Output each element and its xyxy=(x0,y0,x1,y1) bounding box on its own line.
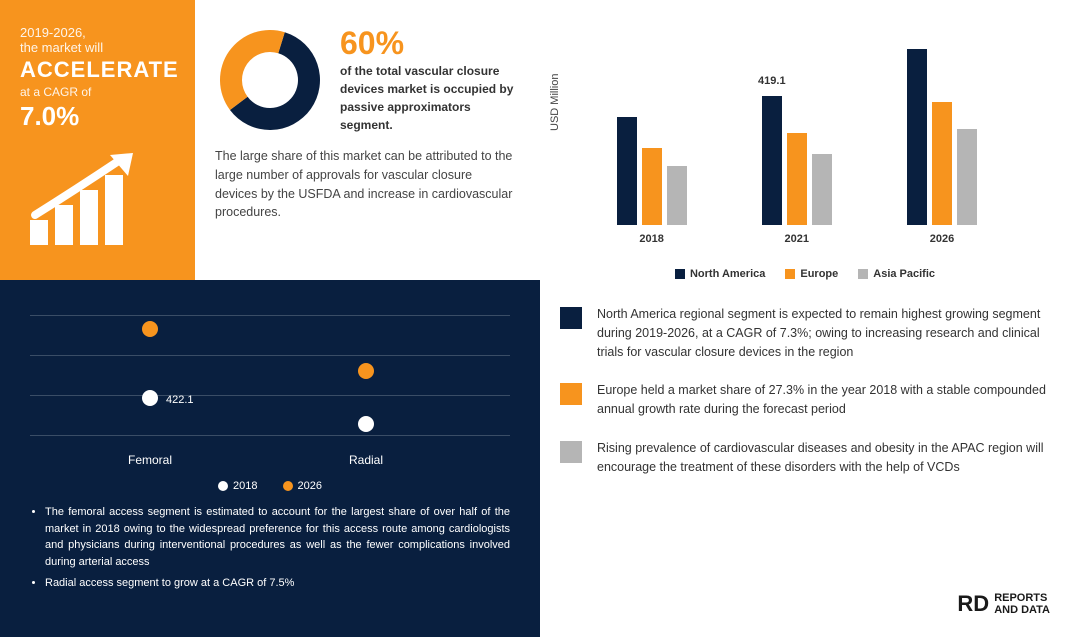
bar xyxy=(667,166,687,225)
dumbbell-point xyxy=(142,321,158,337)
bar xyxy=(907,49,927,225)
bar xyxy=(932,102,952,225)
logo-icon: RD xyxy=(957,591,989,617)
left-column: 2019-2026, the market will ACCELERATE at… xyxy=(0,0,540,637)
logo-line2: AND DATA xyxy=(994,604,1050,616)
bullet-item: The femoral access segment is estimated … xyxy=(45,504,510,570)
logo-line1: REPORTS xyxy=(994,592,1050,604)
legend-item: North America xyxy=(675,268,765,280)
legend-item: Asia Pacific xyxy=(858,268,935,280)
bullet-item: Radial access segment to grow at a CAGR … xyxy=(45,575,510,592)
region-note: Rising prevalence of cardiovascular dise… xyxy=(560,439,1050,477)
region-text: Rising prevalence of cardiovascular dise… xyxy=(597,439,1050,477)
donut-percent: 60% xyxy=(340,25,515,62)
donut-segment xyxy=(220,30,285,110)
cagr-value: 7.0% xyxy=(20,101,175,132)
bar-chart-panel: USD Million 419.1 201820212026 North Ame… xyxy=(560,30,1050,280)
logo: RD REPORTS AND DATA xyxy=(957,591,1050,617)
legend-item: 2018 xyxy=(218,480,257,492)
donut-description: of the total vascular closure devices ma… xyxy=(340,62,515,134)
region-note: North America regional segment is expect… xyxy=(560,305,1050,361)
bar-xlabel: 2026 xyxy=(930,233,954,245)
cagr-box: 2019-2026, the market will ACCELERATE at… xyxy=(0,0,195,280)
dumbbell-chart: 422.1 Femoral Radial xyxy=(30,300,510,475)
bar-chart: 419.1 xyxy=(590,40,1030,225)
region-notes: North America regional segment is expect… xyxy=(560,305,1050,476)
bar xyxy=(642,148,662,225)
region-text: Europe held a market share of 27.3% in t… xyxy=(597,381,1050,419)
bar-value-label: 419.1 xyxy=(758,75,786,87)
bar xyxy=(787,133,807,226)
donut-paragraph: The large share of this market can be at… xyxy=(215,147,515,222)
region-swatch xyxy=(560,383,582,405)
cagr-line4: at a CAGR of xyxy=(20,85,175,99)
dumbbell-point xyxy=(142,390,158,406)
bar xyxy=(957,129,977,225)
dumbbell-value-label: 422.1 xyxy=(166,394,194,406)
cagr-period: 2019-2026, xyxy=(20,25,175,40)
cagr-accelerate: ACCELERATE xyxy=(20,57,175,83)
bar-xlabel: 2018 xyxy=(639,233,663,245)
bar xyxy=(762,96,782,225)
growth-chart-icon xyxy=(25,150,155,255)
dumbbell-bullets: The femoral access segment is estimated … xyxy=(30,504,510,592)
dumbbell-legend: 2018 2026 xyxy=(30,480,510,492)
donut-panel: 60% of the total vascular closure device… xyxy=(195,0,540,280)
dumbbell-point xyxy=(358,363,374,379)
bar xyxy=(812,154,832,225)
bar-ylabel: USD Million xyxy=(549,74,561,131)
dumbbell-category-label: Radial xyxy=(349,453,383,467)
bar-legend: North America Europe Asia Pacific xyxy=(560,268,1050,280)
legend-item: 2026 xyxy=(283,480,322,492)
right-column: USD Million 419.1 2018 2021 2026 North Ame… xyxy=(540,0,1080,637)
donut-chart xyxy=(215,25,325,135)
region-swatch xyxy=(560,441,582,463)
region-note: Europe held a market share of 27.3% in t… xyxy=(560,381,1050,419)
region-text: North America regional segment is expect… xyxy=(597,305,1050,361)
region-swatch xyxy=(560,307,582,329)
dumbbell-category-label: Femoral xyxy=(128,453,172,467)
legend-item: Europe xyxy=(785,268,838,280)
bar xyxy=(617,117,637,225)
dumbbell-panel: 422.1 Femoral Radial 2018 2026 The femoral … xyxy=(0,280,540,637)
bar-xlabel: 2021 xyxy=(785,233,809,245)
cagr-line2: the market will xyxy=(20,40,175,55)
top-row: 2019-2026, the market will ACCELERATE at… xyxy=(0,0,540,280)
dumbbell-point xyxy=(358,416,374,432)
